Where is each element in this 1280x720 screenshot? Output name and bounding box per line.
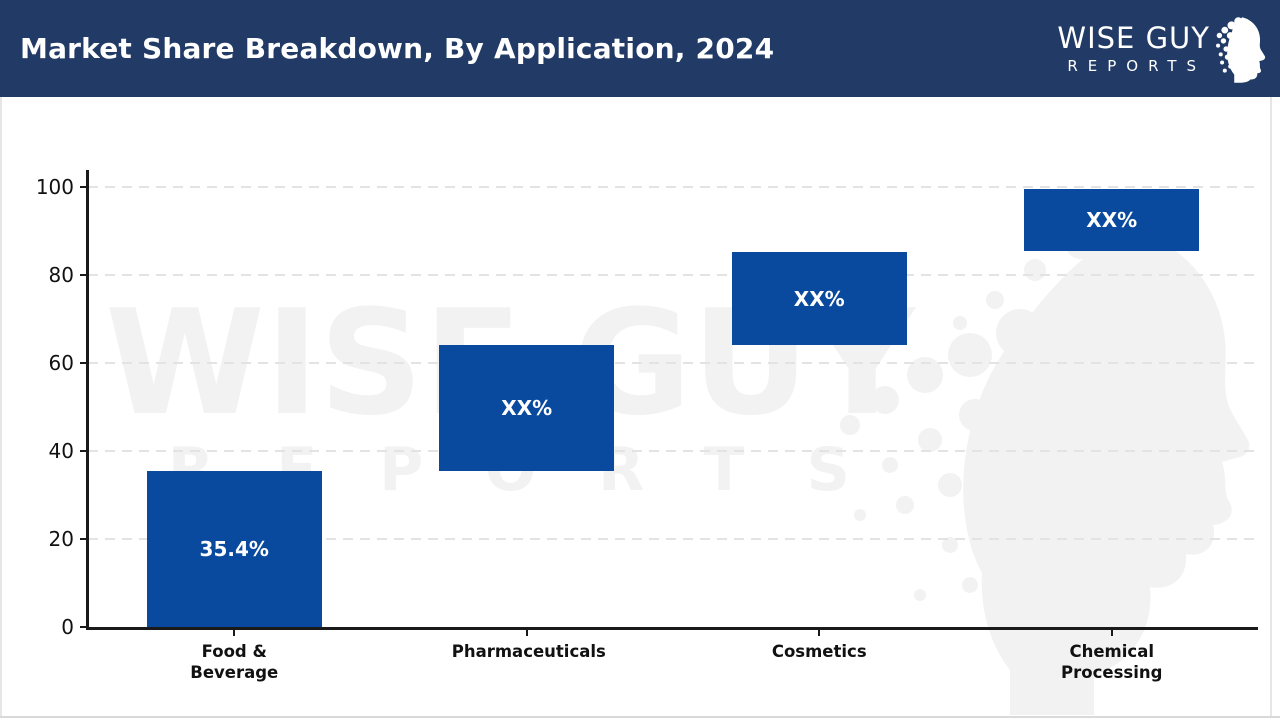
category-label: Chemical Processing (1061, 642, 1163, 682)
bar-value-label: XX% (501, 396, 553, 421)
frame-border-right (1270, 97, 1272, 718)
frame-border-bottom (0, 716, 1280, 718)
y-tick-label: 100 (35, 175, 74, 199)
watermark-head-icon (840, 230, 1250, 715)
logo-text: WISE GUY REPORTS (1057, 22, 1210, 76)
category-label: Food & Beverage (190, 642, 279, 682)
bar-value-label: XX% (793, 286, 845, 311)
y-axis-tick (80, 274, 88, 276)
gridline (88, 186, 1258, 188)
waterfall-bar (439, 345, 615, 472)
y-tick-label: 80 (48, 263, 74, 287)
y-axis-tick (80, 626, 88, 628)
bar-value-label: XX% (1086, 208, 1138, 232)
x-axis-line (86, 627, 1258, 630)
y-axis-line (86, 170, 89, 627)
y-tick-label: 20 (48, 527, 74, 551)
y-axis-tick (80, 186, 88, 188)
logo-wordmark: WISE GUY (1057, 21, 1210, 55)
header: Market Share Breakdown, By Application, … (0, 0, 1280, 97)
gridline (88, 274, 1258, 276)
page-title: Market Share Breakdown, By Application, … (20, 32, 775, 65)
y-tick-label: 0 (61, 615, 74, 639)
waterfall-bar (731, 251, 907, 346)
x-axis-tick (233, 630, 236, 636)
logo-subtext: REPORTS (1067, 57, 1207, 75)
wiseguy-logo: WISE GUY REPORTS (1018, 6, 1268, 92)
bar-value-label: 35.4% (199, 537, 269, 562)
x-axis-tick (818, 630, 821, 636)
gridline (88, 538, 1258, 540)
category-label: Cosmetics (771, 642, 867, 661)
logo-head-icon (1216, 17, 1266, 83)
x-axis-tick (525, 630, 528, 636)
waterfall-bar (1024, 189, 1200, 251)
y-axis-tick (80, 450, 88, 452)
y-axis-tick (80, 538, 88, 540)
frame-border-left (0, 97, 2, 718)
x-axis-tick (1110, 630, 1113, 636)
y-tick-label: 40 (48, 439, 74, 463)
gridline (88, 362, 1258, 364)
gridline (88, 450, 1258, 452)
waterfall-chart: 0 20 40 60 80 100 35.4% Food & Beverage XX% Pharm… (0, 97, 1280, 720)
y-tick-label: 60 (48, 351, 74, 375)
category-label: Pharmaceuticals (451, 642, 606, 661)
waterfall-bar (146, 471, 322, 627)
y-axis-tick (80, 362, 88, 364)
